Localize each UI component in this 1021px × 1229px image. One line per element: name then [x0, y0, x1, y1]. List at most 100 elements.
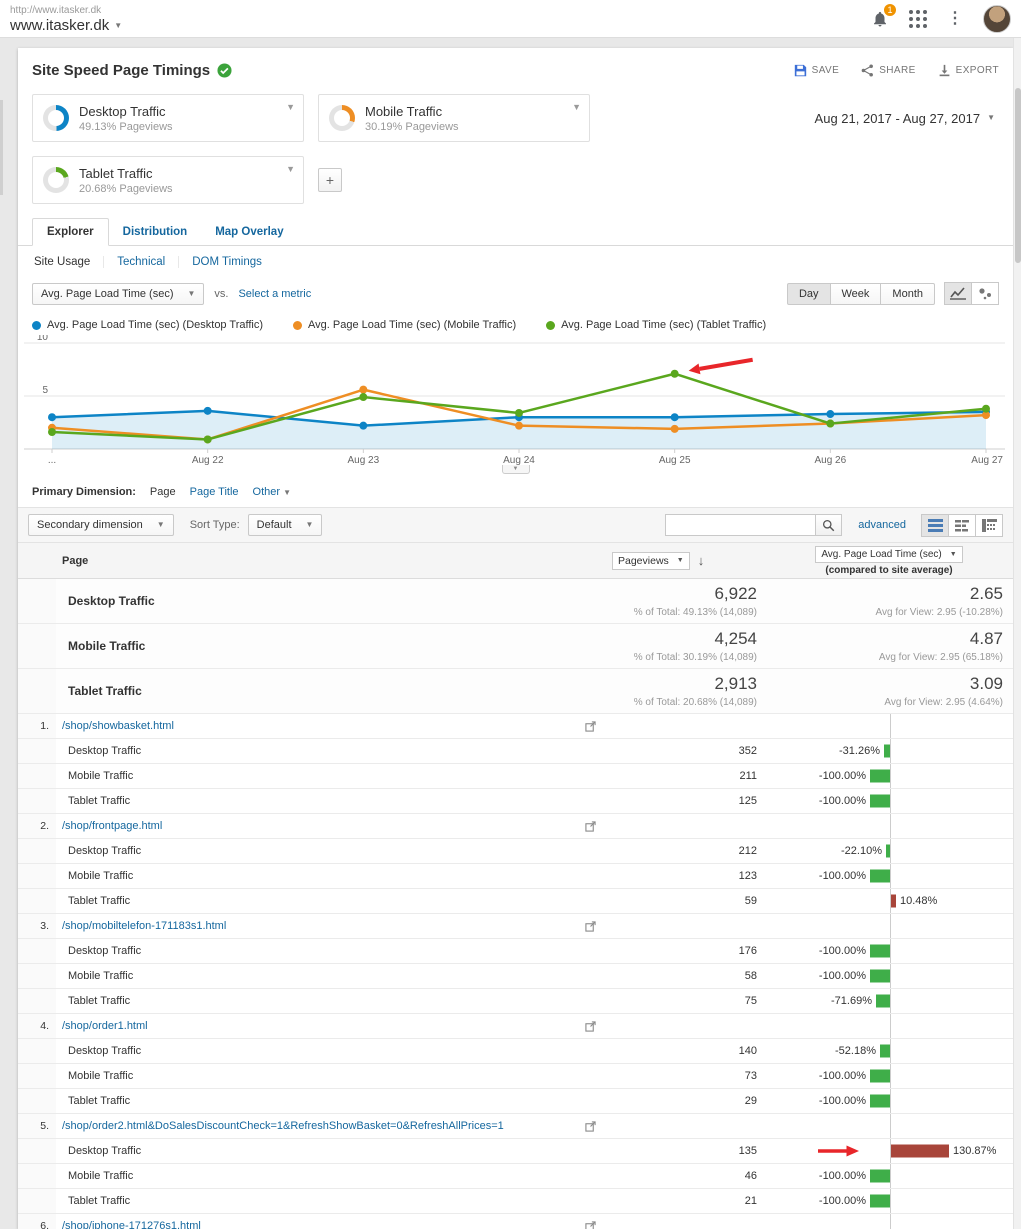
comparison-bar — [884, 744, 890, 758]
column-header-page[interactable]: Page — [62, 554, 89, 567]
data-point-marker[interactable] — [515, 408, 523, 417]
pivot-view-button[interactable] — [975, 513, 1003, 537]
segment-card-desktop[interactable]: Desktop Traffic 49.13% Pageviews ▼ — [32, 94, 304, 142]
sort-direction-icon[interactable]: ↓ — [697, 553, 705, 568]
row-index-cell — [18, 1139, 56, 1163]
pageviews-cell: 176 — [608, 939, 765, 963]
data-point-marker[interactable] — [670, 413, 679, 422]
bar-value-label: -31.26% — [839, 745, 880, 757]
segment-card-tablet[interactable]: Tablet Traffic 20.68% Pageviews ▼ — [32, 156, 304, 204]
data-point-marker[interactable] — [48, 413, 56, 422]
dimension-page[interactable]: Page — [149, 486, 176, 498]
pageviews-percent-of-total: % of Total: 20.68% (14,089) — [633, 697, 757, 708]
data-point-marker[interactable] — [359, 421, 368, 430]
open-in-new-window-icon[interactable] — [585, 1020, 596, 1032]
add-segment-button[interactable]: + — [318, 168, 342, 192]
granularity-month-button[interactable]: Month — [880, 282, 935, 305]
page-url-link[interactable]: /shop/iphone-171276s1.html — [62, 1220, 201, 1229]
data-point-marker[interactable] — [359, 393, 368, 402]
save-button[interactable]: SAVE — [794, 64, 840, 77]
tab-map-overlay[interactable]: Map Overlay — [215, 226, 284, 238]
comparison-view-button[interactable] — [948, 513, 976, 537]
motion-chart-view-button[interactable] — [971, 282, 999, 305]
share-button[interactable]: SHARE — [861, 63, 915, 77]
tab-distribution[interactable]: Distribution — [122, 226, 188, 238]
data-point-marker[interactable] — [982, 411, 990, 420]
subtab-technical[interactable]: Technical — [103, 256, 178, 268]
metric-column-label: Avg. Page Load Time (sec) — [821, 548, 942, 560]
advanced-filter-link[interactable]: advanced — [858, 519, 906, 531]
chevron-down-icon: ▼ — [676, 557, 684, 564]
data-point-marker[interactable] — [515, 421, 523, 430]
page-url-link[interactable]: /shop/mobiltelefon-171183s1.html — [62, 920, 227, 932]
segment-card-mobile[interactable]: Mobile Traffic 30.19% Pageviews ▼ — [318, 94, 590, 142]
overflow-menu-icon[interactable]: ⋮ — [947, 9, 963, 27]
notifications-button[interactable]: 1 — [871, 2, 897, 28]
open-in-new-window-icon[interactable] — [585, 1120, 596, 1132]
y-axis-tick-label: 10 — [37, 335, 49, 343]
chart-collapse-handle[interactable]: ▼ — [501, 465, 530, 474]
granularity-week-button[interactable]: Week — [829, 282, 882, 305]
timeline-chart[interactable]: 5 10... Aug 22 Aug 23 Aug 24 Aug 25 Aug 26 Aug … — [24, 335, 1005, 467]
dimension-other-link[interactable]: Other ▼ — [253, 486, 292, 498]
metric-column-dropdown[interactable]: Avg. Page Load Time (sec) ▼ — [815, 545, 963, 563]
pageviews-column-dropdown[interactable]: Pageviews ▼ — [612, 551, 690, 570]
open-in-new-window-icon[interactable] — [585, 820, 596, 832]
page-scrollbar[interactable] — [1013, 38, 1021, 1229]
subtab-dom-timings[interactable]: DOM Timings — [178, 256, 275, 268]
segment-table-row: Mobile Traffic 211 -100.00% — [18, 764, 1013, 789]
segment-table-row: Mobile Traffic 58 -100.00% — [18, 964, 1013, 989]
data-point-marker[interactable] — [826, 410, 835, 419]
segment-label-cell: Desktop Traffic — [56, 939, 608, 963]
open-in-new-window-icon[interactable] — [585, 720, 596, 732]
dimension-page-title-link[interactable]: Page Title — [189, 486, 239, 498]
bar-baseline — [890, 789, 891, 813]
subtab-site-usage[interactable]: Site Usage — [34, 256, 91, 268]
page-url-link[interactable]: /shop/order2.html&DoSalesDiscountCheck=1… — [62, 1120, 504, 1132]
verified-check-icon — [217, 62, 232, 78]
tab-explorer[interactable]: Explorer — [32, 218, 109, 246]
data-point-marker[interactable] — [826, 419, 835, 428]
granularity-day-button[interactable]: Day — [786, 282, 831, 305]
segment-label: Desktop Traffic — [68, 945, 142, 957]
page-url-link[interactable]: /shop/order1.html — [62, 1020, 148, 1032]
chevron-down-icon[interactable]: ▼ — [286, 102, 295, 112]
chevron-down-icon[interactable]: ▼ — [572, 102, 581, 112]
metric-select-dropdown[interactable]: Avg. Page Load Time (sec) ▼ — [32, 282, 205, 305]
data-point-marker[interactable] — [48, 428, 56, 437]
user-avatar[interactable] — [983, 4, 1011, 33]
sort-type-dropdown[interactable]: Default ▼ — [247, 514, 323, 536]
pageviews-cell: 21 — [608, 1189, 765, 1213]
segment-label-cell: Tablet Traffic — [56, 889, 608, 913]
segment-label: Tablet Traffic — [68, 1195, 131, 1207]
account-selector[interactable]: http://www.itasker.dk www.itasker.dk ▼ — [0, 3, 122, 34]
select-metric-link[interactable]: Select a metric — [238, 287, 312, 300]
page-url-link[interactable]: /shop/showbasket.html — [62, 720, 174, 732]
date-range-selector[interactable]: Aug 21, 2017 - Aug 27, 2017 ▼ — [815, 111, 999, 126]
data-point-marker[interactable] — [982, 404, 990, 413]
data-point-marker[interactable] — [203, 435, 212, 444]
data-point-marker[interactable] — [203, 406, 212, 415]
open-in-new-window-icon[interactable] — [585, 920, 596, 932]
legend-label: Avg. Page Load Time (sec) (Desktop Traff… — [47, 319, 264, 331]
line-chart-view-button[interactable] — [944, 282, 972, 305]
chevron-down-icon[interactable]: ▼ — [286, 164, 295, 174]
data-point-marker[interactable] — [359, 385, 368, 394]
secondary-dimension-dropdown[interactable]: Secondary dimension ▼ — [28, 514, 174, 536]
search-button[interactable] — [815, 514, 843, 536]
table-search-input[interactable] — [665, 514, 816, 536]
scrollbar-thumb[interactable] — [1015, 88, 1021, 263]
pageviews-cell — [608, 1114, 765, 1138]
export-button[interactable]: EXPORT — [938, 64, 999, 77]
pageviews-percent-of-total: % of Total: 49.13% (14,089) — [633, 607, 757, 618]
metric-avg-for-view: Avg for View: 2.95 (65.18%) — [878, 652, 1003, 663]
bar-value-label: -22.10% — [841, 845, 882, 857]
data-point-marker[interactable] — [670, 369, 679, 378]
page-url-link[interactable]: /shop/frontpage.html — [62, 820, 163, 832]
bar-baseline — [890, 889, 891, 913]
data-table-view-button[interactable] — [921, 513, 949, 537]
collapsed-sidebar-rail[interactable] — [0, 100, 3, 195]
open-in-new-window-icon[interactable] — [585, 1220, 596, 1229]
apps-grid-icon[interactable] — [909, 9, 927, 28]
data-point-marker[interactable] — [670, 424, 679, 433]
